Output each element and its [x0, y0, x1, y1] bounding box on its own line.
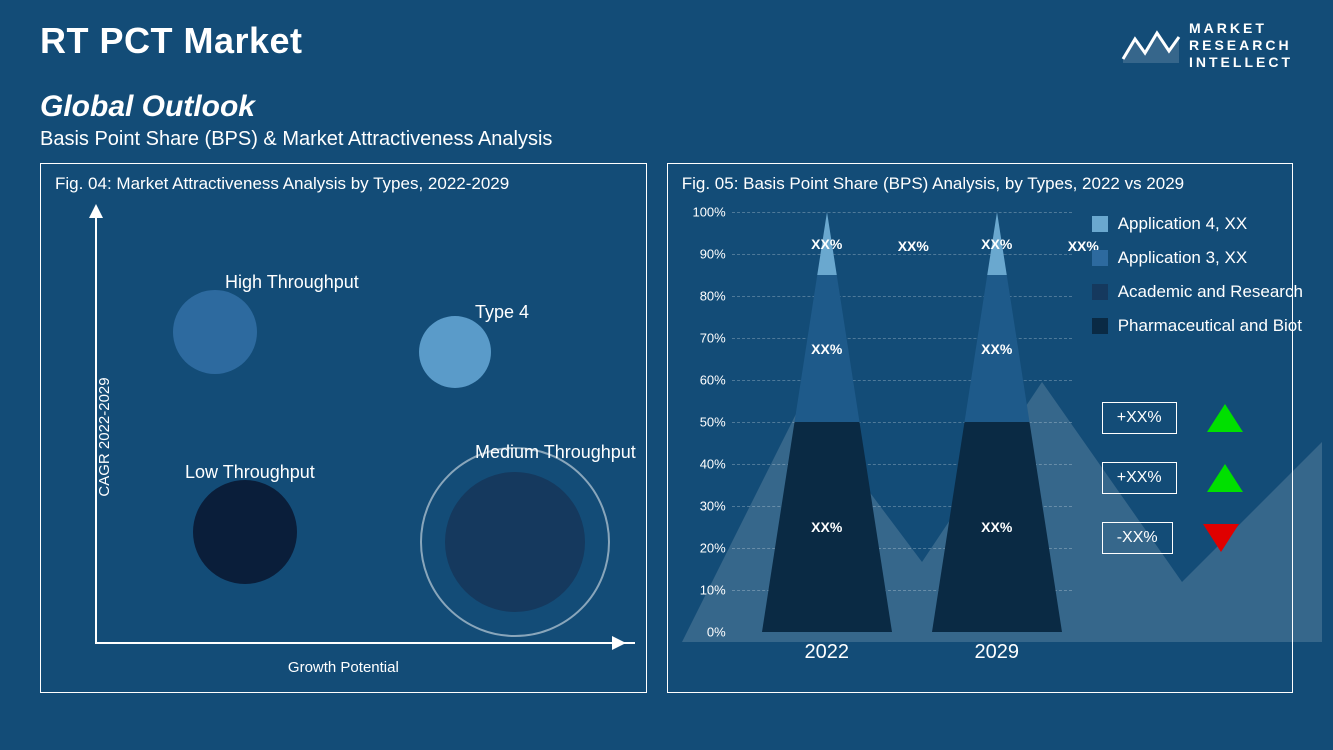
cone-segment-label: XX% [811, 236, 842, 252]
logo-line-2: RESEARCH [1189, 37, 1293, 54]
y-axis-arrow-icon [89, 204, 103, 218]
arrow-down-icon [1203, 524, 1239, 552]
y-tick: 50% [686, 415, 726, 430]
delta-badge: -XX% [1102, 522, 1173, 554]
legend-item: Academic and Research [1092, 282, 1312, 302]
bar-plot-area: 0%10%20%30%40%50%60%70%80%90%100%XX%XX%X… [732, 212, 1072, 632]
delta-row: +XX% [1102, 402, 1243, 434]
section-heading: Global Outlook [40, 90, 1293, 124]
page-title: RT PCT Market [40, 20, 303, 62]
y-tick: 40% [686, 457, 726, 472]
legend-label: Application 3, XX [1118, 248, 1247, 268]
bubble-label: High Throughput [225, 272, 359, 293]
cone-top-label: XX% [898, 238, 929, 254]
arrow-up-icon [1207, 464, 1243, 492]
cone-segment-label: XX% [981, 519, 1012, 535]
bubble-label: Type 4 [475, 302, 529, 323]
fig05-box: Fig. 05: Basis Point Share (BPS) Analysi… [667, 163, 1293, 693]
y-tick: 100% [686, 205, 726, 220]
delta-indicators: +XX% +XX% -XX% [1102, 402, 1243, 582]
y-tick: 70% [686, 331, 726, 346]
y-tick: 20% [686, 541, 726, 556]
legend-swatch [1092, 250, 1108, 266]
fig04-title: Fig. 04: Market Attractiveness Analysis … [55, 174, 632, 194]
delta-row: +XX% [1102, 462, 1243, 494]
cone-segment-label: XX% [981, 236, 1012, 252]
legend-item: Application 4, XX [1092, 214, 1312, 234]
legend-label: Application 4, XX [1118, 214, 1247, 234]
x-axis-line [95, 642, 635, 644]
bubble-1 [419, 316, 491, 388]
brand-logo: MARKET RESEARCH INTELLECT [1121, 20, 1293, 70]
header: RT PCT Market MARKET RESEARCH INTELLECT [0, 0, 1333, 80]
cone-segment-label: XX% [811, 519, 842, 535]
arrow-up-icon [1207, 404, 1243, 432]
y-tick: 30% [686, 499, 726, 514]
section-subheading: Basis Point Share (BPS) & Market Attract… [40, 128, 1293, 151]
bubble-label: Medium Throughput [475, 442, 636, 463]
bubble-0 [173, 290, 257, 374]
fig04-box: Fig. 04: Market Attractiveness Analysis … [40, 163, 647, 693]
delta-badge: +XX% [1102, 462, 1177, 494]
y-tick: 0% [686, 625, 726, 640]
legend: Application 4, XX Application 3, XX Academ… [1092, 214, 1312, 350]
fig05-title: Fig. 05: Basis Point Share (BPS) Analysi… [682, 174, 1278, 194]
bubble-3 [445, 472, 585, 612]
bubble-label: Low Throughput [185, 462, 315, 483]
logo-line-1: MARKET [1189, 20, 1293, 37]
legend-swatch [1092, 318, 1108, 334]
y-tick: 90% [686, 247, 726, 262]
cone-2022: XX%XX%XX%XX%2022 [762, 212, 892, 632]
fig04-plot: CAGR 2022-2029 Growth Potential High Thr… [55, 202, 632, 672]
y-tick: 60% [686, 373, 726, 388]
y-tick: 10% [686, 583, 726, 598]
x-axis-label: Growth Potential [288, 659, 399, 676]
fig05-plot: 0% 10% 20% 30% 40% 50% 60% 70% 80% 90% 100% XX% XX% X… [682, 202, 1278, 682]
year-label: 2029 [974, 641, 1019, 664]
y-tick: 80% [686, 289, 726, 304]
cone-segment-label: XX% [811, 341, 842, 357]
cone-segment-label: XX% [981, 341, 1012, 357]
y-axis-label: CAGR 2022-2029 [96, 378, 113, 497]
x-axis-arrow-icon [612, 636, 626, 650]
cone-2029: XX%XX%XX%XX%2029 [932, 212, 1062, 632]
legend-item: Pharmaceutical and Biot [1092, 316, 1312, 336]
legend-label: Pharmaceutical and Biot [1118, 316, 1302, 336]
legend-swatch [1092, 216, 1108, 232]
charts-row: Fig. 04: Market Attractiveness Analysis … [0, 151, 1333, 713]
delta-row: -XX% [1102, 522, 1243, 554]
legend-swatch [1092, 284, 1108, 300]
year-label: 2022 [804, 641, 849, 664]
logo-text: MARKET RESEARCH INTELLECT [1189, 20, 1293, 70]
section-title-block: Global Outlook Basis Point Share (BPS) &… [0, 80, 1333, 151]
bubble-2 [193, 480, 297, 584]
legend-item: Application 3, XX [1092, 248, 1312, 268]
logo-icon [1121, 25, 1181, 65]
legend-label: Academic and Research [1118, 282, 1303, 302]
logo-line-3: INTELLECT [1189, 54, 1293, 71]
delta-badge: +XX% [1102, 402, 1177, 434]
